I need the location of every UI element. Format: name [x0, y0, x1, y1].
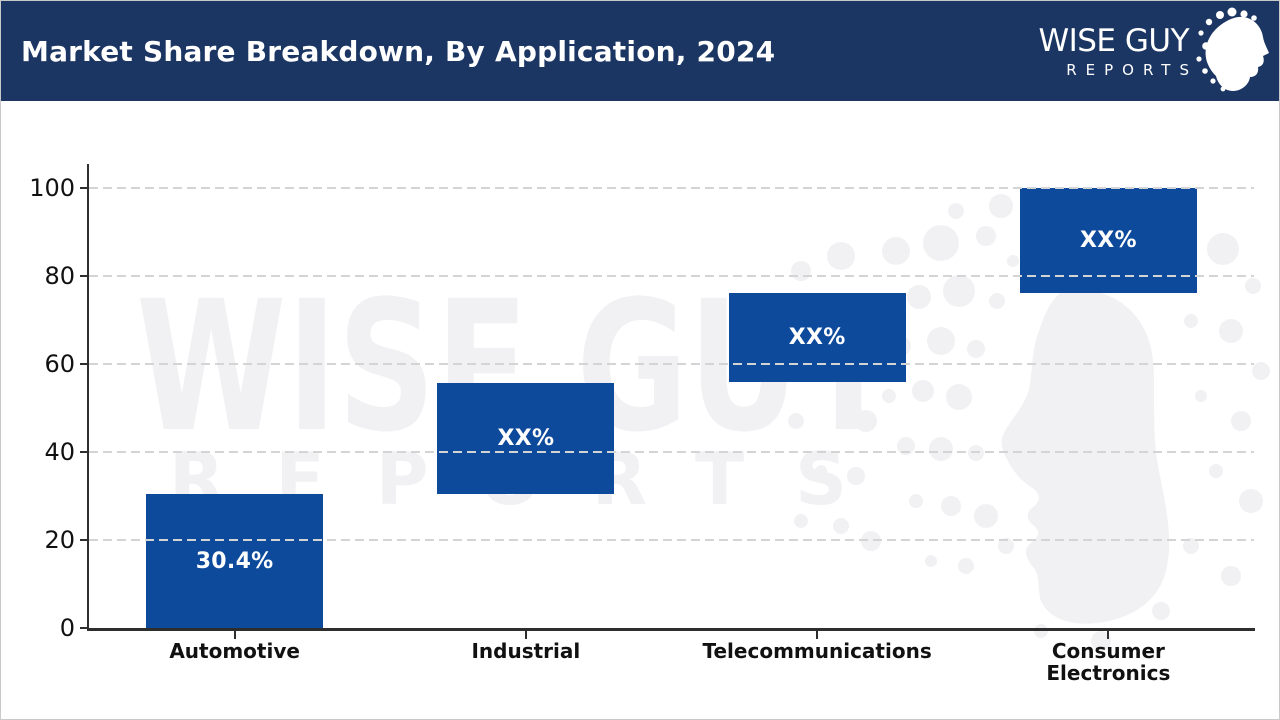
brand-head-icon [1196, 7, 1269, 92]
bar-value-label: XX% [497, 426, 555, 452]
plot-area: 0 20 40 60 80 100 30.4% Automotive XX% Industrial… [1, 101, 1279, 719]
bar-segment: XX% [437, 383, 615, 495]
y-tick-label: 100 [29, 174, 75, 202]
brand-subtitle: REPORTS [1066, 60, 1198, 79]
x-tick-mark [233, 630, 236, 639]
y-gridline [89, 539, 1254, 541]
y-tick-mark [80, 627, 89, 629]
y-tick-label: 0 [59, 614, 75, 642]
bar-value-label: XX% [1079, 228, 1137, 254]
y-tick-label: 60 [44, 350, 75, 378]
y-tick-mark [80, 451, 89, 453]
header-banner: Market Share Breakdown, By Application, … [1, 1, 1279, 101]
bar-value-label: 30.4% [195, 548, 274, 574]
y-gridline [89, 187, 1254, 189]
x-axis-spine [87, 628, 1255, 631]
y-gridline [89, 275, 1254, 277]
y-gridline [89, 363, 1254, 365]
x-tick-mark [816, 630, 819, 639]
y-gridline [89, 451, 1254, 453]
y-tick-mark [80, 187, 89, 189]
brand-logo-text: WISE GUY REPORTS [1038, 24, 1189, 79]
y-tick-mark [80, 275, 89, 277]
page-title: Market Share Breakdown, By Application, … [21, 34, 776, 68]
bar-segment: XX% [1019, 188, 1197, 294]
brand-name: WISE GUY [1038, 22, 1189, 59]
y-tick-mark [80, 363, 89, 365]
x-tick-mark [524, 630, 527, 639]
brand-logo: WISE GUY REPORTS [1038, 7, 1269, 95]
y-axis-spine [87, 164, 89, 631]
x-category-label: Consumer Electronics [1046, 639, 1171, 685]
x-category-label: Automotive [169, 639, 300, 663]
bar-segment: 30.4% [146, 494, 324, 628]
y-tick-label: 80 [44, 262, 75, 290]
bar-value-label: XX% [788, 325, 846, 351]
bar-segment: XX% [728, 293, 906, 383]
x-category-label: Telecommunications [702, 639, 932, 663]
y-tick-mark [80, 539, 89, 541]
y-tick-label: 40 [44, 438, 75, 466]
x-tick-mark [1107, 630, 1110, 639]
x-category-label: Industrial [471, 639, 581, 663]
chart-canvas: WISE GUY REPORTS 02040608010030.4%Automo… [1, 101, 1279, 719]
y-tick-label: 20 [44, 526, 75, 554]
